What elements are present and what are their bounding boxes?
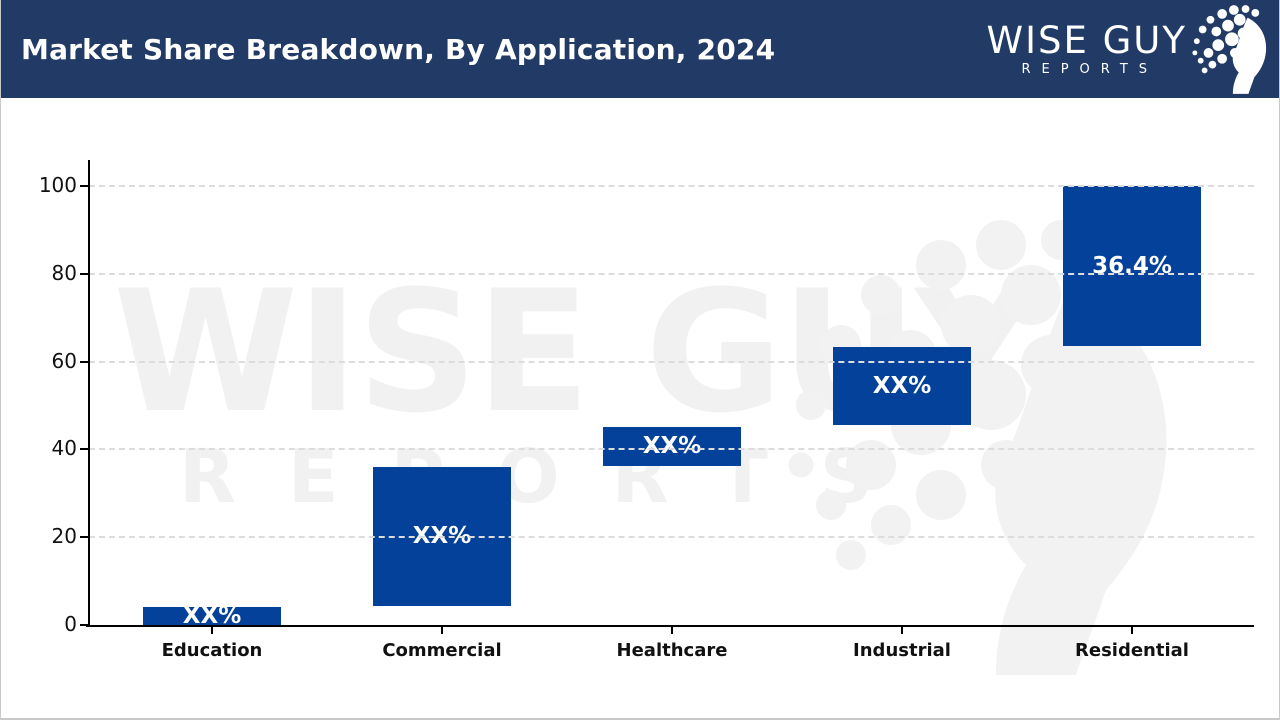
bar-commercial: XX% (373, 466, 511, 606)
x-tick-mark (901, 627, 903, 634)
bar-value-label: 36.4% (1092, 252, 1172, 279)
x-category-label: Residential (1075, 640, 1189, 661)
bar-value-label: XX% (872, 372, 932, 399)
y-tick-label: 80 (51, 260, 77, 285)
y-axis-line (88, 160, 90, 627)
y-tick-label: 0 (64, 612, 77, 636)
bar-industrial: XX% (833, 346, 971, 426)
x-category-label: Commercial (382, 640, 502, 661)
y-tick-label: 20 (51, 524, 77, 549)
gridline (89, 360, 1254, 363)
y-tick-mark (80, 185, 88, 187)
gridline (89, 448, 1254, 451)
bar-healthcare: XX% (603, 426, 741, 466)
watermark-text-secondary: REPORTS (179, 434, 926, 520)
x-tick-mark (211, 627, 213, 634)
bar-value-label: XX% (412, 523, 472, 550)
y-tick-label: 40 (51, 436, 77, 461)
x-category-label: Healthcare (616, 640, 728, 661)
bar-residential: 36.4% (1063, 186, 1201, 346)
bar-value-label: XX% (182, 602, 242, 629)
watermark-head-icon (788, 220, 1167, 675)
y-tick-mark (80, 360, 88, 363)
x-category-label: Education (161, 640, 263, 661)
brand-subname: REPORTS (1021, 61, 1159, 77)
x-axis-line (86, 625, 1254, 627)
gridline (89, 185, 1254, 187)
y-tick-label: 60 (51, 348, 77, 373)
brand-logo: WISE GUY REPORTS (987, 4, 1279, 94)
brand-logo-text: WISE GUY REPORTS (987, 22, 1187, 77)
brand-name: WISE GUY (986, 18, 1187, 62)
y-tick-mark (80, 624, 88, 626)
y-tick-label: 100 (38, 173, 77, 197)
y-tick-mark (80, 448, 88, 451)
x-tick-mark (1131, 627, 1133, 634)
page-title: Market Share Breakdown, By Application, … (21, 32, 776, 66)
x-category-label: Industrial (853, 640, 951, 661)
y-tick-mark (80, 536, 88, 539)
gridline (89, 272, 1254, 275)
gridline (89, 536, 1254, 539)
y-tick-mark (80, 272, 88, 275)
bar-education: XX% (143, 603, 281, 629)
dotted-head-icon (1192, 5, 1267, 94)
x-tick-mark (671, 627, 673, 634)
bar-value-label: XX% (642, 433, 702, 460)
header: Market Share Breakdown, By Application, … (1, 0, 1279, 98)
x-tick-mark (441, 627, 443, 634)
